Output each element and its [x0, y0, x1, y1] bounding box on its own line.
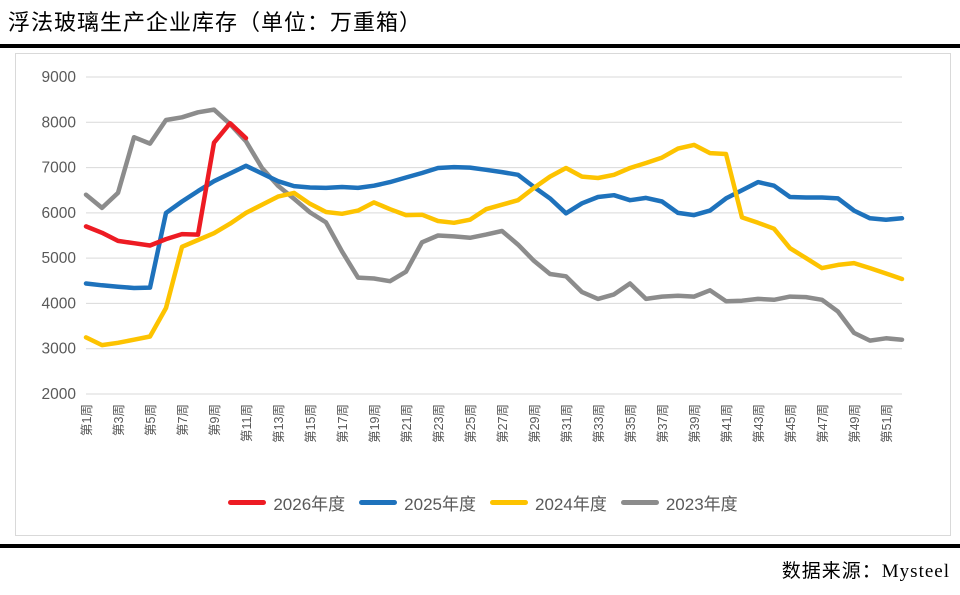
legend-label: 2023年度 [665, 495, 738, 514]
x-axis-tick-label: 第31周 [560, 404, 574, 443]
bottom-divider [0, 544, 960, 548]
legend-item-2023年度: 2023年度 [620, 490, 738, 515]
x-axis-tick-label: 第51周 [880, 404, 894, 443]
x-axis-tick-label: 第49周 [848, 404, 862, 443]
x-axis-tick-label: 第47周 [816, 404, 830, 443]
x-axis-tick-label: 第17周 [336, 404, 350, 443]
x-axis-tick-label: 第45周 [784, 404, 798, 443]
y-axis-tick-label: 9000 [42, 69, 77, 86]
y-axis-tick-label: 6000 [42, 205, 77, 222]
series-line-2024年度 [83, 142, 905, 348]
x-axis-tick-label: 第13周 [272, 404, 286, 443]
chart-svg: 2000 3000 4000 5000 6000 7000 8000 9000 第1周 第3周 第5… [42, 69, 905, 443]
legend-swatch [228, 500, 267, 505]
y-axis-tick-label: 4000 [42, 295, 77, 312]
legend-swatch [620, 500, 659, 505]
x-axis-tick-label: 第27周 [496, 404, 510, 443]
x-axis-tick-label: 第33周 [592, 404, 606, 443]
x-axis-tick-label: 第29周 [528, 404, 542, 443]
x-axis-tick-label: 第41周 [720, 404, 734, 443]
x-axis-tick-label: 第5周 [144, 404, 158, 436]
y-axis-tick-label: 3000 [42, 341, 77, 358]
x-axis-tick-label: 第1周 [80, 404, 94, 436]
y-axis-tick-label: 2000 [42, 386, 77, 403]
x-axis-tick-label: 第7周 [176, 404, 190, 436]
chart-legend: 2026年度 2025年度 2024年度 2023年度 [16, 490, 950, 515]
x-axis-tick-label: 第15周 [304, 404, 318, 443]
legend-label: 2026年度 [273, 495, 346, 514]
x-axis-tick-label: 第39周 [688, 404, 702, 443]
page-title: 浮法玻璃生产企业库存（单位：万重箱） [8, 10, 423, 35]
legend-swatch [490, 500, 528, 505]
legend-item-2024年度: 2024年度 [490, 490, 607, 515]
x-axis-tick-label: 第11周 [240, 404, 254, 442]
x-axis-tick-label: 第43周 [752, 404, 766, 443]
legend-swatch [359, 500, 398, 505]
top-divider [0, 44, 960, 48]
legend-item-2025年度: 2025年度 [359, 490, 476, 515]
legend-label: 2025年度 [404, 495, 476, 514]
series-line-2025年度 [83, 163, 905, 291]
x-axis-tick-label: 第23周 [432, 404, 446, 443]
y-axis-tick-label: 7000 [42, 160, 77, 177]
x-axis-tick-label: 第25周 [464, 404, 478, 443]
legend-item-2026年度: 2026年度 [228, 490, 345, 515]
x-axis-tick-label: 第35周 [624, 404, 638, 443]
x-axis-tick-label: 第19周 [368, 404, 382, 443]
series-line-2023年度 [83, 107, 905, 343]
x-axis-tick-label: 第9周 [208, 404, 222, 436]
x-axis-tick-label: 第3周 [112, 404, 126, 436]
x-axis-tick-label: 第37周 [656, 404, 670, 443]
x-axis-tick-label: 第21周 [400, 404, 414, 443]
chart-card: 2000 3000 4000 5000 6000 7000 8000 9000 第1周 第3周 第5… [15, 53, 951, 536]
legend-label: 2024年度 [535, 495, 607, 514]
y-axis-tick-label: 8000 [42, 114, 77, 131]
y-axis-tick-label: 5000 [42, 250, 77, 267]
source-note: 数据来源：Mysteel [781, 561, 950, 582]
series-line-2026年度 [83, 120, 249, 248]
